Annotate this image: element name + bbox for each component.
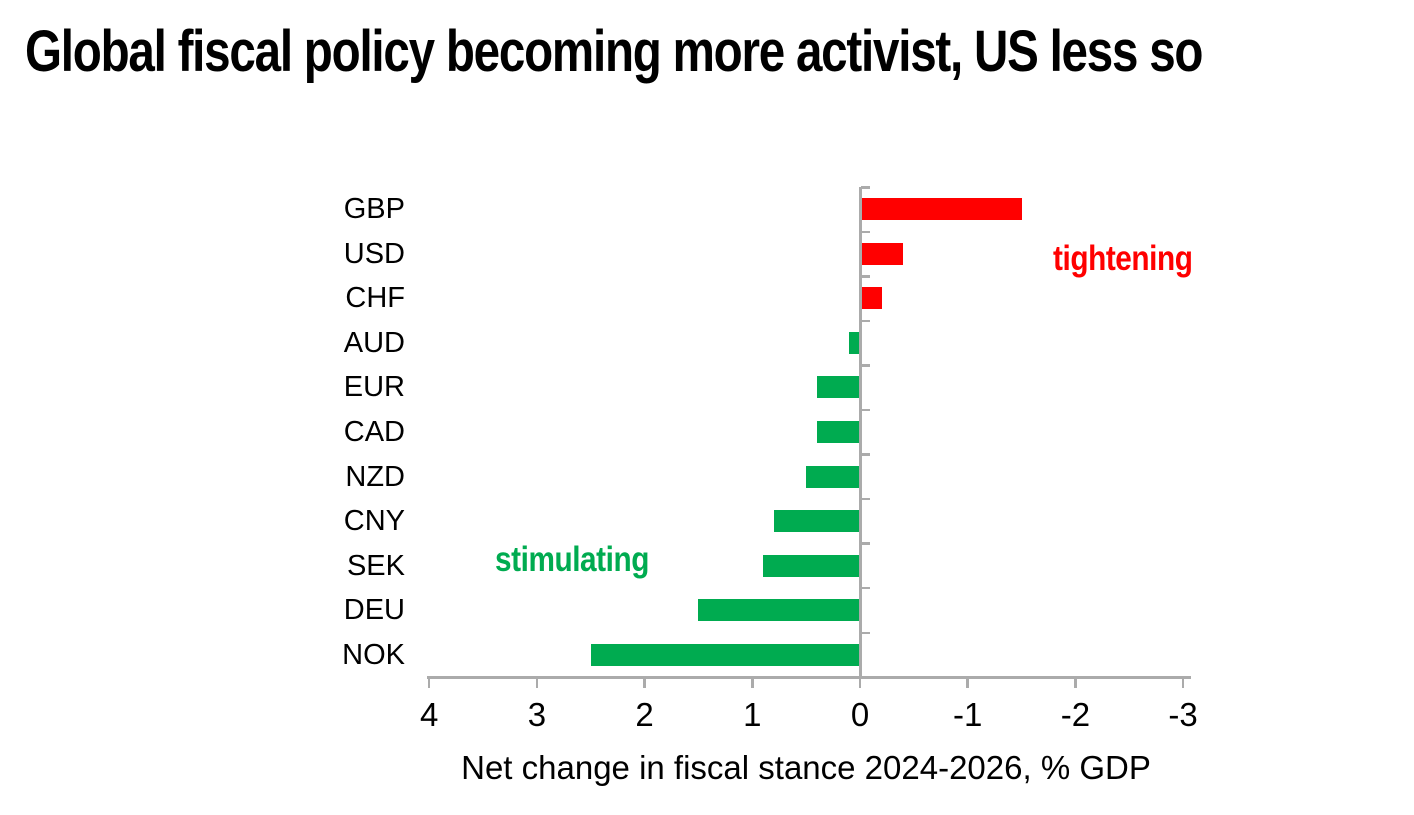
category-axis-tick [861,631,870,634]
x-axis-tick [751,678,754,688]
x-axis-tick [535,678,539,688]
category-label-nok: NOK [342,638,405,671]
category-axis-tick [861,230,870,234]
category-label-nzd: NZD [345,460,405,493]
category-label-usd: USD [343,237,405,270]
category-axis-tick [861,542,870,545]
category-label-cny: CNY [343,505,405,538]
x-tick-label: 3 [527,696,547,733]
x-axis-tick [858,678,862,688]
category-axis-tick [861,408,870,412]
x-tick-label: -1 [953,696,983,733]
category-label-gbp: GBP [343,193,405,226]
category-axis-tick [861,319,870,323]
bar-aud [849,331,860,354]
category-label-deu: DEU [343,594,405,627]
x-tick-label: 2 [635,696,654,733]
category-label-aud: AUD [343,326,405,359]
x-axis-line [427,675,1191,679]
x-tick-label: 0 [850,696,870,733]
category-axis-tick [861,586,870,590]
category-label-sek: SEK [346,549,405,582]
x-axis-tick [1074,678,1077,688]
bar-cad [816,421,860,444]
x-tick-label: -2 [1060,696,1091,733]
bar-cny [773,510,860,533]
x-tick-label: -3 [1168,696,1198,733]
category-label-chf: CHF [345,282,405,315]
x-tick-label: 1 [743,696,762,733]
x-axis-tick [966,678,969,688]
bar-nzd [806,465,860,488]
bar-nok [590,643,860,666]
annotation-tightening: tightening [1053,239,1193,278]
bar-gbp [860,198,1022,221]
category-axis-tick [861,497,870,501]
category-axis-tick [861,364,870,367]
zero-axis-line [858,187,862,677]
bar-usd [860,242,904,265]
chart-title: Global fiscal policy becoming more activ… [25,19,1203,84]
category-axis-tick [861,453,870,456]
category-axis-tick [861,186,870,189]
x-tick-label: 4 [420,696,439,733]
x-axis-tick [643,678,646,688]
bar-chf [860,287,882,310]
annotation-stimulating: stimulating [495,540,650,579]
x-axis-tick [427,678,431,688]
bar-sek [763,554,860,577]
category-label-cad: CAD [343,416,405,449]
x-axis-tick [1181,678,1185,688]
category-label-eur: EUR [343,371,405,404]
category-axis-tick [861,275,870,278]
bar-deu [698,599,860,622]
bar-eur [816,376,860,399]
x-axis-title: Net change in fiscal stance 2024-2026, %… [461,749,1151,786]
